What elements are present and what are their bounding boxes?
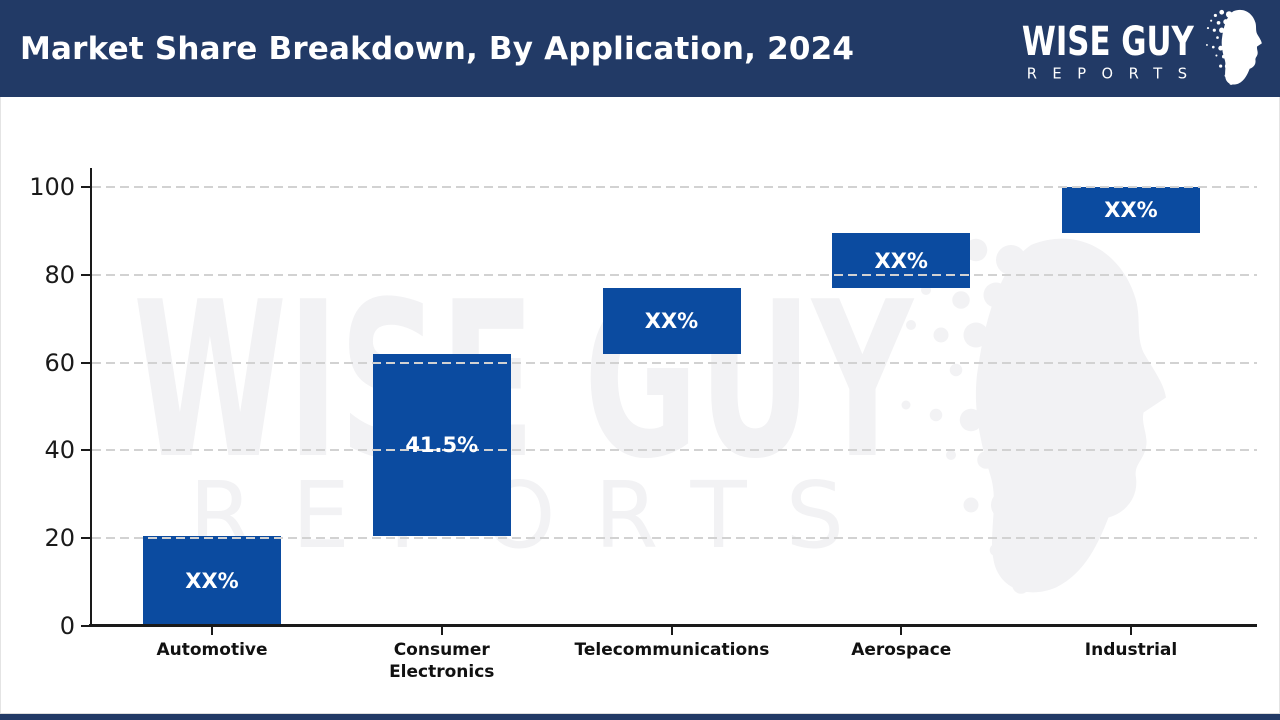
watermark-subtext: REPORTS (189, 462, 844, 569)
gridline-100 (92, 186, 1257, 188)
wise-guy-logo: WISE GUY REPORTS (1022, 9, 1262, 85)
x-tick-aerospace (900, 626, 903, 635)
y-tick-label-0: 0 (59, 612, 75, 640)
plot-area: WISE GUY REPORTS XX% 41.5% XX% XX% XX% 0 20 40 6… (0, 97, 1280, 714)
x-category-label-telecommunications: Telecommunications (574, 640, 770, 660)
x-category-label-aerospace: Aerospace (851, 640, 952, 660)
y-tick-0 (81, 625, 91, 627)
y-tick-label-40: 40 (44, 436, 75, 465)
bar-consumer-electronics: 41.5% (372, 353, 511, 536)
bar-value-label-aerospace: XX% (874, 248, 928, 273)
x-category-label-consumer-electronics: Consumer Electronics (389, 640, 495, 682)
y-tick-40 (81, 449, 91, 452)
logo-wordmark: WISE GUY (1022, 18, 1195, 64)
x-tick-telecommunications (670, 626, 673, 635)
y-axis-line (90, 168, 92, 626)
chart-canvas: XX% 41.5% XX% XX% XX% 0 20 40 60 80 100 Automotive C… (1, 97, 1279, 714)
x-tick-automotive (211, 626, 213, 635)
y-tick-label-20: 20 (44, 524, 75, 553)
bar-value-label-industrial: XX% (1104, 198, 1158, 223)
logo-subtext: REPORTS (1027, 65, 1187, 82)
footer-bar (0, 713, 1280, 720)
chart-title: Market Share Breakdown, By Application, … (20, 30, 855, 67)
y-tick-label-60: 60 (44, 348, 75, 377)
x-category-label-automotive: Automotive (156, 640, 268, 660)
bar-value-label-consumer-electronics: 41.5% (405, 432, 479, 457)
bar-automotive: XX% (143, 536, 281, 626)
gridline-20 (92, 537, 1257, 540)
y-tick-60 (81, 361, 91, 364)
y-tick-label-80: 80 (44, 260, 75, 289)
x-category-label-industrial: Industrial (1084, 640, 1178, 660)
gridline-60 (92, 361, 1257, 364)
bar-value-label-automotive: XX% (185, 568, 239, 593)
x-tick-consumer-electronics (440, 626, 443, 635)
y-tick-80 (81, 273, 91, 276)
y-tick-100 (81, 186, 91, 188)
x-axis-line (89, 624, 1257, 627)
y-tick-20 (81, 537, 91, 540)
gridline-40 (92, 449, 1257, 452)
watermark-wordmark: WISE GUY (133, 255, 915, 506)
header-bar: Market Share Breakdown, By Application, … (0, 0, 1280, 97)
bar-value-label-telecommunications: XX% (644, 308, 699, 333)
background-watermark: WISE GUY REPORTS (133, 238, 1166, 594)
gridline-80 (92, 273, 1257, 276)
bar-aerospace: XX% (832, 233, 971, 288)
y-tick-label-100: 100 (29, 173, 75, 201)
x-tick-industrial (1130, 626, 1132, 635)
bar-telecommunications: XX% (602, 287, 741, 354)
bar-industrial: XX% (1062, 187, 1200, 234)
logo-face-icon (1205, 9, 1262, 85)
